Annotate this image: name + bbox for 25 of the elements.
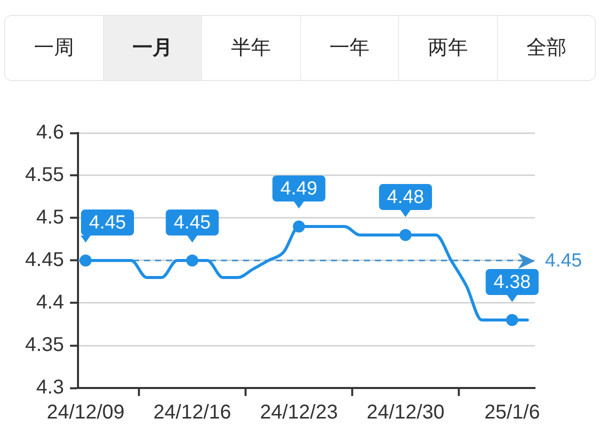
y-tick-label: 4.3 (36, 376, 64, 399)
data-label: 4.45 (174, 212, 211, 234)
point (80, 254, 92, 266)
point (292, 220, 305, 232)
y-tick-label: 4.6 (36, 122, 64, 144)
x-tick-label: 24/12/09 (46, 402, 125, 424)
ref-line-label: 4.45 (545, 250, 582, 272)
x-tick-label: 24/12/16 (153, 402, 232, 424)
x-tick-label: 24/12/30 (366, 402, 444, 424)
tab: 全部 (496, 16, 595, 80)
point (400, 229, 412, 241)
point (506, 314, 518, 326)
x-tick-label: 24/12/23 (260, 402, 338, 424)
y-tick-label: 4.35 (25, 334, 64, 356)
data-label: 4.45 (89, 212, 126, 234)
x-tick-label: 25/1/6 (484, 402, 540, 424)
tab: 一月 (102, 16, 201, 80)
data-label: 4.48 (387, 187, 424, 208)
data-label: 4.49 (280, 178, 318, 200)
y-tick-label: 4.45 (25, 249, 64, 272)
data-label: 4.38 (494, 272, 531, 294)
point (186, 254, 198, 266)
y-tick-label: 4.5 (36, 206, 64, 229)
y-tick-label: 4.55 (25, 164, 64, 186)
y-tick-label: 4.4 (36, 292, 64, 314)
